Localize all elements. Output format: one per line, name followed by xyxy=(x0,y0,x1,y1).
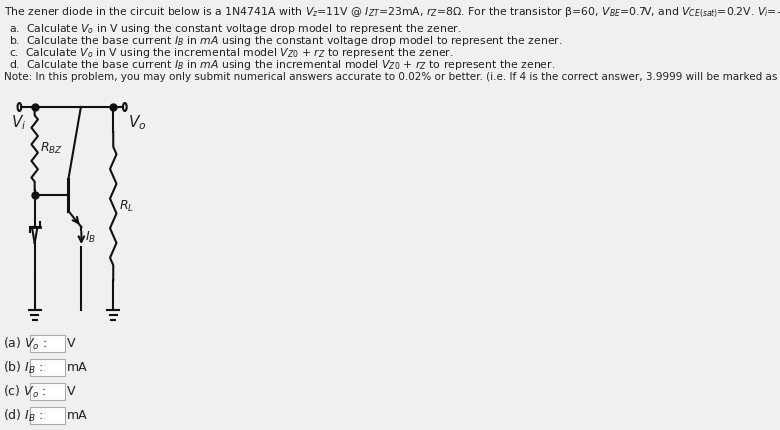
Text: $I_B$: $I_B$ xyxy=(84,230,96,245)
Text: mA: mA xyxy=(67,361,87,374)
Text: $R_{BZ}$: $R_{BZ}$ xyxy=(41,141,63,156)
Text: (a) $V_o$ :: (a) $V_o$ : xyxy=(3,335,47,352)
Text: (d) $I_B$ :: (d) $I_B$ : xyxy=(3,408,43,424)
Text: V: V xyxy=(67,385,76,398)
Text: $V_o$: $V_o$ xyxy=(128,113,146,132)
Text: mA: mA xyxy=(67,409,87,422)
Text: d.  Calculate the base current $I_B$ in $mA$ using the incremental model $V_{Z0}: d. Calculate the base current $I_B$ in $… xyxy=(9,58,555,72)
FancyBboxPatch shape xyxy=(30,383,65,400)
FancyBboxPatch shape xyxy=(30,335,65,352)
Text: b.  Calculate the base current $I_B$ in $mA$ using the constant voltage drop mod: b. Calculate the base current $I_B$ in $… xyxy=(9,34,563,48)
Text: c.  Calculate $V_o$ in V using the incremental model $V_{Z0}$ + $r_Z$ to represe: c. Calculate $V_o$ in V using the increm… xyxy=(9,46,454,60)
Text: (c) $V_o$ :: (c) $V_o$ : xyxy=(3,384,46,399)
Text: V: V xyxy=(67,337,76,350)
Text: $R_L$: $R_L$ xyxy=(119,199,134,214)
Text: (b) $I_B$ :: (b) $I_B$ : xyxy=(3,359,43,375)
Text: Note: In this problem, you may only submit numerical answers accurate to 0.02% o: Note: In this problem, you may only subm… xyxy=(4,72,780,82)
FancyBboxPatch shape xyxy=(30,359,65,376)
FancyBboxPatch shape xyxy=(30,407,65,424)
Text: $V_i$: $V_i$ xyxy=(11,113,27,132)
Text: The zener diode in the circuit below is a 1N4741A with $V_z$=11V @ $I_{ZT}$=23mA: The zener diode in the circuit below is … xyxy=(4,6,780,20)
Text: a.  Calculate $V_o$ in V using the constant voltage drop model to represent the : a. Calculate $V_o$ in V using the consta… xyxy=(9,22,462,36)
